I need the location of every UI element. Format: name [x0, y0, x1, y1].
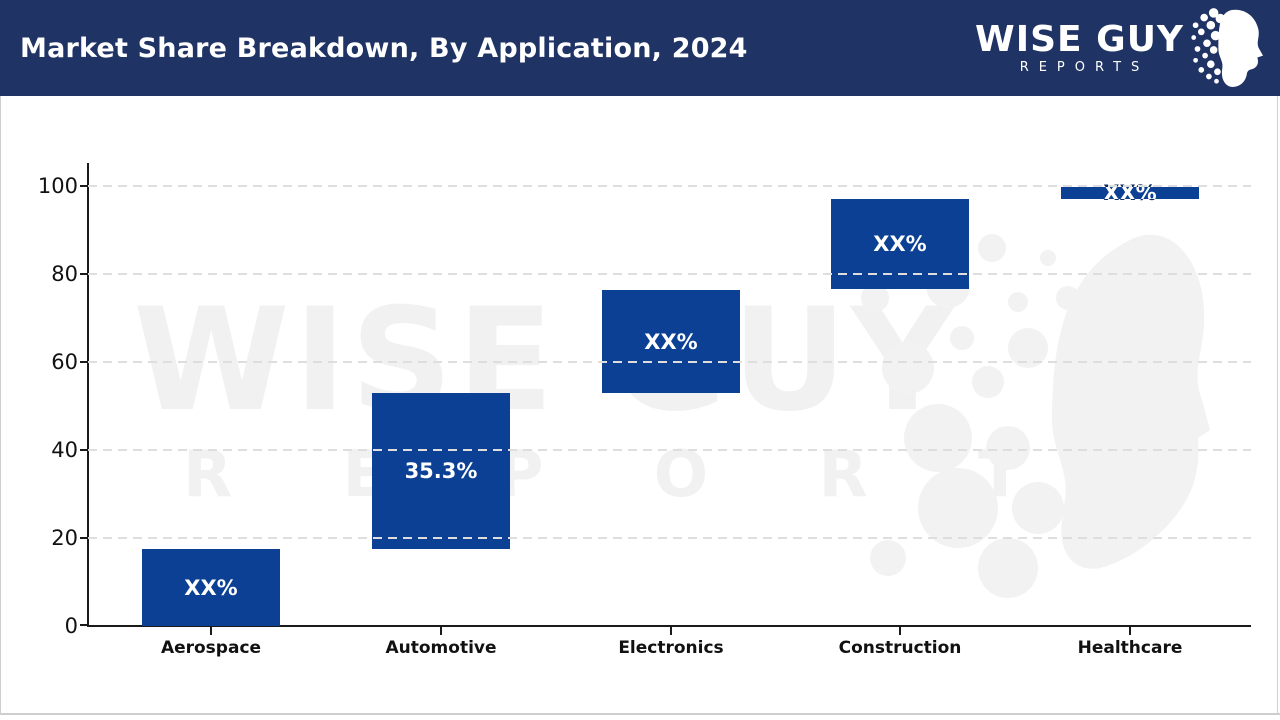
y-tick-label: 60 [51, 350, 78, 374]
bar-label: XX% [873, 232, 927, 256]
x-tick [899, 627, 901, 635]
y-tick [80, 449, 88, 451]
bar-aerospace: XX% [142, 549, 280, 626]
page-border-bottom [0, 713, 1280, 715]
bar-label: XX% [644, 329, 698, 354]
bar-label: XX% [184, 575, 238, 600]
bar-automotive: 35.3% [372, 393, 510, 549]
y-tick-label: 40 [51, 438, 78, 462]
gridline-60 [88, 361, 1251, 363]
logo: WISE GUY REPORTS [975, 6, 1280, 90]
bar-label: 35.3% [404, 459, 478, 483]
page-title: Market Share Breakdown, By Application, … [20, 32, 748, 64]
bar-label: XX% [1103, 187, 1157, 199]
y-tick-label: 100 [37, 174, 78, 198]
gridline-100 [88, 185, 1251, 187]
x-tick-label-electronics: Electronics [618, 638, 724, 658]
bar-healthcare: XX% [1061, 187, 1199, 199]
logo-text: WISE GUY REPORTS [974, 18, 1184, 76]
logo-wordmark: WISE GUY [974, 18, 1184, 60]
x-tick-label-healthcare: Healthcare [1077, 638, 1183, 658]
x-tick [440, 627, 442, 635]
x-tick [210, 627, 212, 635]
bar-electronics: XX% [602, 290, 740, 393]
logo-subtext: REPORTS [1019, 60, 1150, 76]
header: Market Share Breakdown, By Application, … [0, 0, 1280, 96]
page-border-left [0, 96, 1, 715]
x-tick [1129, 627, 1131, 635]
x-tick-label-construction: Construction [838, 638, 962, 658]
y-tick [80, 537, 88, 539]
y-tick [80, 361, 88, 363]
logo-head-icon [1191, 8, 1264, 87]
bar-construction: XX% [831, 199, 969, 289]
x-axis-line [87, 625, 1251, 627]
y-tick [80, 273, 88, 275]
gridline-20 [88, 537, 1251, 539]
y-tick [80, 624, 88, 626]
page-border-right [1277, 96, 1278, 715]
x-tick-label-automotive: Automotive [385, 638, 497, 658]
y-axis-line [87, 163, 89, 627]
gridline-40 [88, 449, 1251, 451]
y-tick-label: 0 [64, 614, 78, 638]
y-tick-label: 20 [51, 526, 78, 550]
x-tick-label-aerospace: Aerospace [160, 638, 262, 658]
gridline-80 [88, 273, 1251, 275]
y-tick-label: 80 [51, 262, 78, 286]
y-tick [80, 185, 88, 187]
x-tick [670, 627, 672, 635]
